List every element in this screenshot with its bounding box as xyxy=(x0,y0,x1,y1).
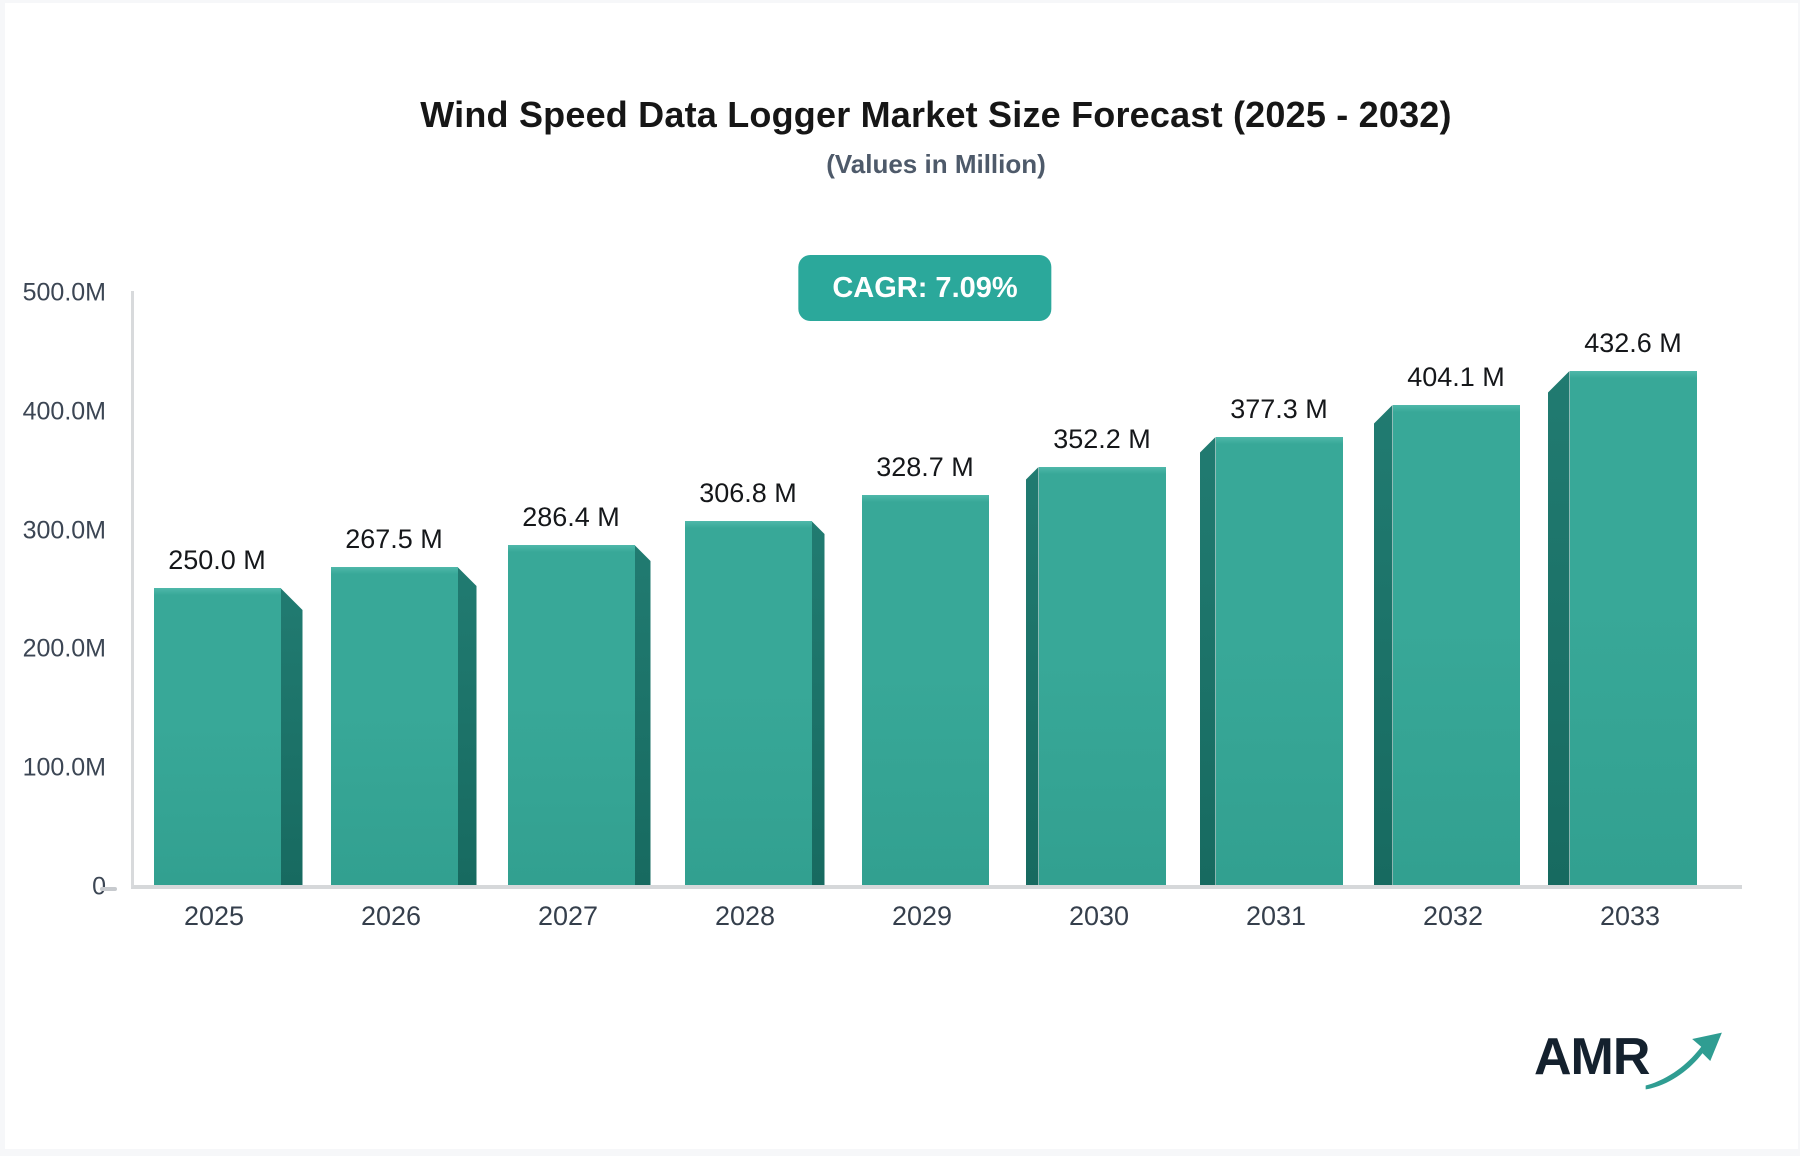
bar-side-2026 xyxy=(457,567,477,885)
bar-value-label-2029: 328.7 M xyxy=(876,452,974,482)
x-axis-label-2033: 2033 xyxy=(1599,901,1661,931)
cagr-badge-label: CAGR: 7.09% xyxy=(832,272,1018,304)
page-frame-left xyxy=(0,0,5,1156)
x-axis-label-2028: 2028 xyxy=(714,901,776,931)
y-axis: 500.0M 400.0M 300.0M 200.0M 100.0M 0 xyxy=(0,279,106,901)
amr-logo: AMR xyxy=(1534,1028,1729,1092)
chart-title: Wind Speed Data Logger Market Size Forec… xyxy=(420,94,1452,135)
y-axis-label-0: 0 xyxy=(92,872,106,901)
bar-side-2025 xyxy=(280,588,303,885)
bar-value-label-2026: 267.5 M xyxy=(345,524,443,554)
bar-face-2027 xyxy=(507,545,635,885)
x-axis-label-2027: 2027 xyxy=(537,901,599,931)
bar-value-label-2027: 286.4 M xyxy=(522,502,620,532)
bar-face-2029 xyxy=(861,495,989,885)
bar-side-2031 xyxy=(1199,437,1216,885)
y-axis-label-300: 300.0M xyxy=(22,516,106,545)
plot-area: 250.0 M 267.5 M 286.4 M 306.8 M 328.7 M 352.2… xyxy=(131,291,1742,889)
bar-value-label-2032: 404.1 M xyxy=(1407,362,1505,392)
bar-side-2033 xyxy=(1547,371,1570,885)
trend-up-arrow-icon xyxy=(1646,1032,1723,1090)
bar-value-label-2030: 352.2 M xyxy=(1053,424,1151,454)
bar-side-2027 xyxy=(634,545,651,885)
bar-face-2025 xyxy=(153,588,281,885)
x-axis-label-2030: 2030 xyxy=(1068,901,1130,931)
x-axis-label-2025: 2025 xyxy=(183,901,245,931)
bar-face-2032 xyxy=(1392,405,1520,885)
bar-value-label-2028: 306.8 M xyxy=(699,478,797,508)
bar-face-2028 xyxy=(684,521,812,885)
bar-face-2033 xyxy=(1569,371,1697,885)
bar-side-2032 xyxy=(1373,405,1393,885)
cagr-badge: CAGR: 7.09% xyxy=(798,255,1052,321)
page-frame-right xyxy=(1798,0,1800,1156)
bar-face-2031 xyxy=(1215,437,1343,885)
page-frame-top xyxy=(0,0,1800,3)
bar-side-2028 xyxy=(811,521,825,885)
bar-value-label-2031: 377.3 M xyxy=(1230,394,1328,424)
bar-face-2026 xyxy=(330,567,458,885)
y-axis-label-500: 500.0M xyxy=(22,278,106,307)
y-axis-label-400: 400.0M xyxy=(22,397,106,426)
bar-side-2030 xyxy=(1025,467,1039,885)
x-axis-label-2031: 2031 xyxy=(1245,901,1307,931)
y-axis-label-200: 200.0M xyxy=(22,634,106,663)
y-axis-label-100: 100.0M xyxy=(22,753,106,782)
x-axis-label-2026: 2026 xyxy=(360,901,422,931)
bar-value-label-2025: 250.0 M xyxy=(168,545,266,575)
chart-subtitle: (Values in Million) xyxy=(826,149,1046,179)
amr-logo-text: AMR xyxy=(1534,1028,1650,1086)
bar-face-2030 xyxy=(1038,467,1166,885)
x-axis: 2025 2026 2027 2028 2029 2030 2031 2032 2033 xyxy=(131,901,1742,941)
y-axis-zero-tick xyxy=(100,887,117,891)
bar-value-label-2033: 432.6 M xyxy=(1584,328,1682,358)
x-axis-label-2029: 2029 xyxy=(891,901,953,931)
page-frame-bottom xyxy=(0,1149,1800,1156)
x-axis-label-2032: 2032 xyxy=(1422,901,1484,931)
